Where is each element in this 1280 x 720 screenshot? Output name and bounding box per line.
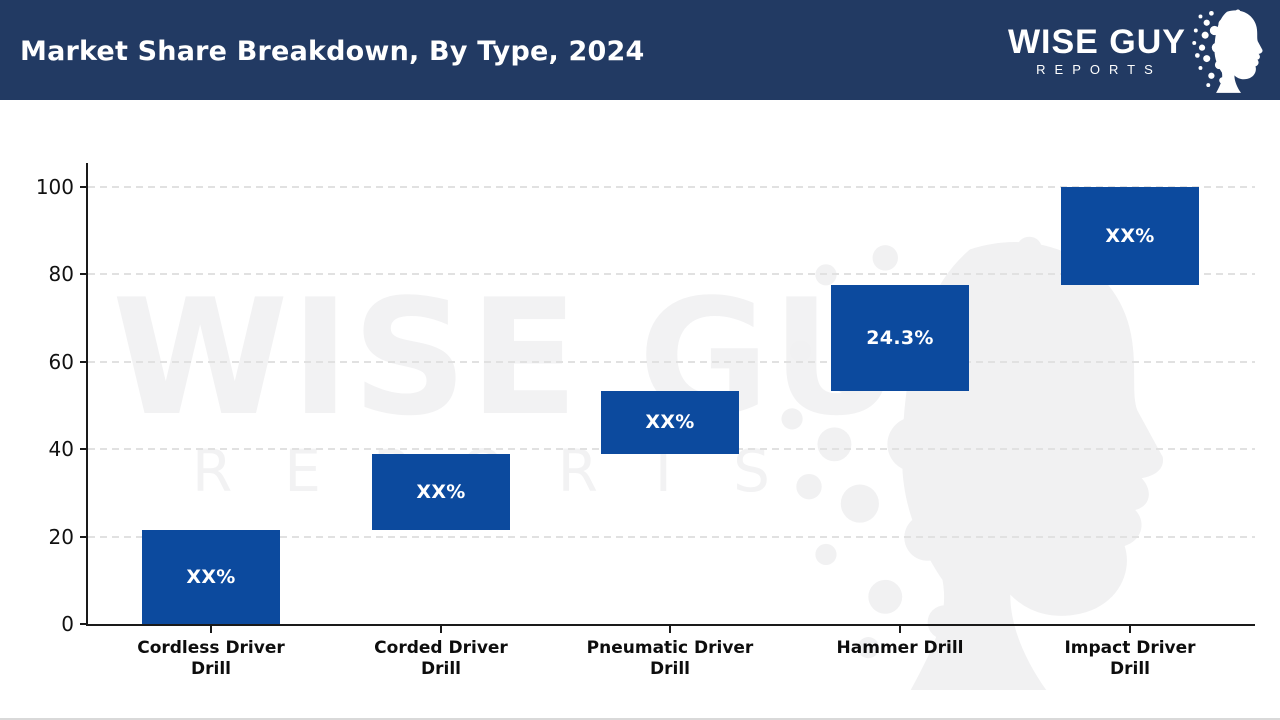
x-axis-tick-label: Cordless Driver Drill <box>137 638 285 679</box>
bar-value-label: XX% <box>416 480 466 503</box>
gridline <box>88 535 1255 538</box>
x-axis-tick <box>1129 626 1131 633</box>
y-axis-tick <box>80 535 88 538</box>
gridline <box>88 185 1255 188</box>
logo-subtitle: REPORTS <box>1036 61 1162 77</box>
bar-segment: XX% <box>372 453 510 530</box>
bar-segment: XX% <box>601 390 739 454</box>
bar-value-label: XX% <box>1105 224 1155 247</box>
y-axis-tick <box>80 448 88 450</box>
y-axis-tick-label: 20 <box>48 524 74 549</box>
gridline <box>88 360 1255 363</box>
y-axis-tick-label: 60 <box>48 349 74 374</box>
x-axis-tick <box>899 626 901 633</box>
logo-face-icon <box>1188 7 1266 93</box>
y-axis-tick <box>80 360 88 363</box>
x-axis-tick-label: Hammer Drill <box>836 638 964 658</box>
y-axis-tick-label: 80 <box>48 262 74 286</box>
x-axis-tick <box>440 626 442 633</box>
logo-wordmark: WISE GUY REPORTS <box>1008 24 1186 77</box>
x-axis-tick <box>669 626 671 633</box>
gridline <box>88 273 1255 275</box>
bar-segment: 24.3% <box>831 284 969 391</box>
x-axis-tick-label: Pneumatic Driver Drill <box>586 638 754 679</box>
y-axis-tick-label: 0 <box>61 612 74 636</box>
bar-value-label: XX% <box>645 411 695 434</box>
y-axis-tick-label: 100 <box>35 174 74 199</box>
page-title: Market Share Breakdown, By Type, 2024 <box>20 36 645 67</box>
bar-segment: XX% <box>142 529 280 624</box>
y-axis-tick <box>80 273 88 275</box>
y-axis-tick <box>80 623 88 625</box>
logo-title: WISE GUY <box>1007 22 1186 61</box>
waterfall-chart: WISE GUY REPORTS 020406080100XX%Cordless… <box>0 100 1280 718</box>
y-axis-tick-label: 40 <box>48 437 74 461</box>
y-axis-line <box>86 163 88 626</box>
bar-value-label: XX% <box>186 565 236 588</box>
wise-guy-logo: WISE GUY REPORTS <box>1008 6 1266 94</box>
x-axis-tick <box>210 626 212 633</box>
header: Market Share Breakdown, By Type, 2024 WI… <box>0 0 1280 100</box>
bar-segment: XX% <box>1061 186 1199 285</box>
watermark-face-icon <box>758 224 1182 690</box>
x-axis-tick-label: Corded Driver Drill <box>374 638 508 679</box>
y-axis-tick <box>80 185 88 188</box>
x-axis-tick-label: Impact Driver Drill <box>1064 638 1196 679</box>
x-axis-line <box>86 624 1255 626</box>
bar-value-label: 24.3% <box>866 326 934 349</box>
